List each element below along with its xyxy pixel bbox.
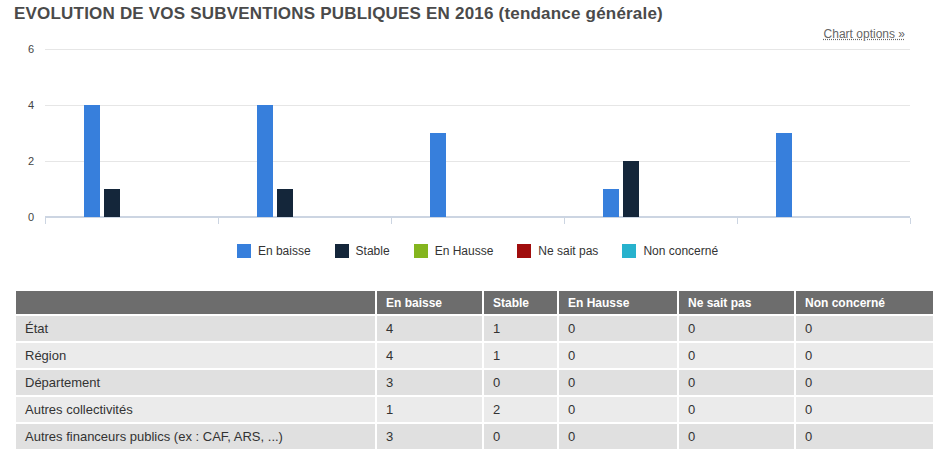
legend-item-en-hausse: En Hausse — [414, 244, 494, 258]
x-axis-tick — [910, 218, 911, 224]
table-row: État 4 1 0 0 0 — [16, 316, 933, 341]
value-cell: 0 — [559, 316, 677, 341]
value-cell: 0 — [559, 343, 677, 368]
value-cell: 4 — [377, 316, 482, 341]
chart-options-link[interactable]: Chart options » — [824, 27, 905, 41]
value-cell: 0 — [484, 370, 557, 395]
x-axis-tick — [391, 218, 392, 224]
legend-item-non-concerne: Non concerné — [622, 244, 718, 258]
value-cell: 0 — [559, 397, 677, 422]
table-header-row: En baisse Stable En Hausse Ne sait pas N… — [16, 291, 933, 314]
x-axis-tick — [564, 218, 565, 224]
row-label-cell: Région — [16, 343, 375, 368]
bar-Autres collectivités-Stable — [623, 161, 639, 217]
header-cell-empty — [16, 291, 375, 314]
header-cell-ne-sait-pas: Ne sait pas — [679, 291, 794, 314]
bar-Région-En baisse — [257, 105, 273, 217]
legend-swatch-icon — [335, 244, 349, 258]
value-cell: 2 — [484, 397, 557, 422]
value-cell: 0 — [484, 424, 557, 449]
x-axis-tick — [218, 218, 219, 224]
y-axis-tick-label: 0 — [4, 210, 34, 224]
value-cell: 0 — [679, 397, 794, 422]
plot-area — [45, 49, 910, 217]
row-label-cell: Autres financeurs publics (ex : CAF, ARS… — [16, 424, 375, 449]
legend-label: Non concerné — [643, 244, 718, 258]
gridline — [45, 49, 910, 50]
legend-item-stable: Stable — [335, 244, 390, 258]
table-row: Autres collectivités 1 2 0 0 0 — [16, 397, 933, 422]
gridline — [45, 105, 910, 106]
header-cell-non-concerne: Non concerné — [796, 291, 933, 314]
legend-item-ne-sait-pas: Ne sait pas — [517, 244, 598, 258]
row-label-cell: Département — [16, 370, 375, 395]
y-axis-tick-label: 4 — [4, 98, 34, 112]
x-axis-tick — [737, 218, 738, 224]
value-cell: 4 — [377, 343, 482, 368]
table-row: Département 3 0 0 0 0 — [16, 370, 933, 395]
y-axis-tick-label: 6 — [4, 42, 34, 56]
header-cell-en-hausse: En Hausse — [559, 291, 677, 314]
bar-État-Stable — [104, 189, 120, 217]
legend-label: En baisse — [258, 244, 311, 258]
table-row: Région 4 1 0 0 0 — [16, 343, 933, 368]
chart-title: EVOLUTION DE VOS SUBVENTIONS PUBLIQUES E… — [14, 4, 663, 24]
y-axis-tick-label: 2 — [4, 154, 34, 168]
value-cell: 3 — [377, 370, 482, 395]
value-cell: 0 — [679, 424, 794, 449]
x-axis-tick — [45, 218, 46, 224]
bar-Autres collectivités-En baisse — [603, 189, 619, 217]
legend-label: Ne sait pas — [538, 244, 598, 258]
value-cell: 0 — [796, 424, 933, 449]
bar-Département-En baisse — [430, 133, 446, 217]
legend-label: Stable — [356, 244, 390, 258]
bar-Région-Stable — [277, 189, 293, 217]
value-cell: 0 — [559, 424, 677, 449]
legend-swatch-icon — [622, 244, 636, 258]
value-cell: 0 — [796, 343, 933, 368]
value-cell: 0 — [679, 316, 794, 341]
results-table: En baisse Stable En Hausse Ne sait pas N… — [14, 289, 935, 451]
value-cell: 0 — [796, 397, 933, 422]
value-cell: 0 — [679, 370, 794, 395]
value-cell: 0 — [679, 343, 794, 368]
legend-item-en-baisse: En baisse — [237, 244, 311, 258]
value-cell: 0 — [559, 370, 677, 395]
legend-swatch-icon — [414, 244, 428, 258]
table-row: Autres financeurs publics (ex : CAF, ARS… — [16, 424, 933, 449]
row-label-cell: Autres collectivités — [16, 397, 375, 422]
value-cell: 0 — [796, 316, 933, 341]
legend-label: En Hausse — [435, 244, 494, 258]
bar-État-En baisse — [84, 105, 100, 217]
bar-Autres financeurs publics (ex : CAF, ARS, ...)-En baisse — [776, 133, 792, 217]
value-cell: 0 — [796, 370, 933, 395]
header-cell-en-baisse: En baisse — [377, 291, 482, 314]
value-cell: 1 — [484, 316, 557, 341]
row-label-cell: État — [16, 316, 375, 341]
legend-swatch-icon — [237, 244, 251, 258]
value-cell: 1 — [377, 397, 482, 422]
value-cell: 1 — [484, 343, 557, 368]
chart-legend: En baisse Stable En Hausse Ne sait pas N… — [45, 244, 910, 258]
legend-swatch-icon — [517, 244, 531, 258]
value-cell: 3 — [377, 424, 482, 449]
header-cell-stable: Stable — [484, 291, 557, 314]
